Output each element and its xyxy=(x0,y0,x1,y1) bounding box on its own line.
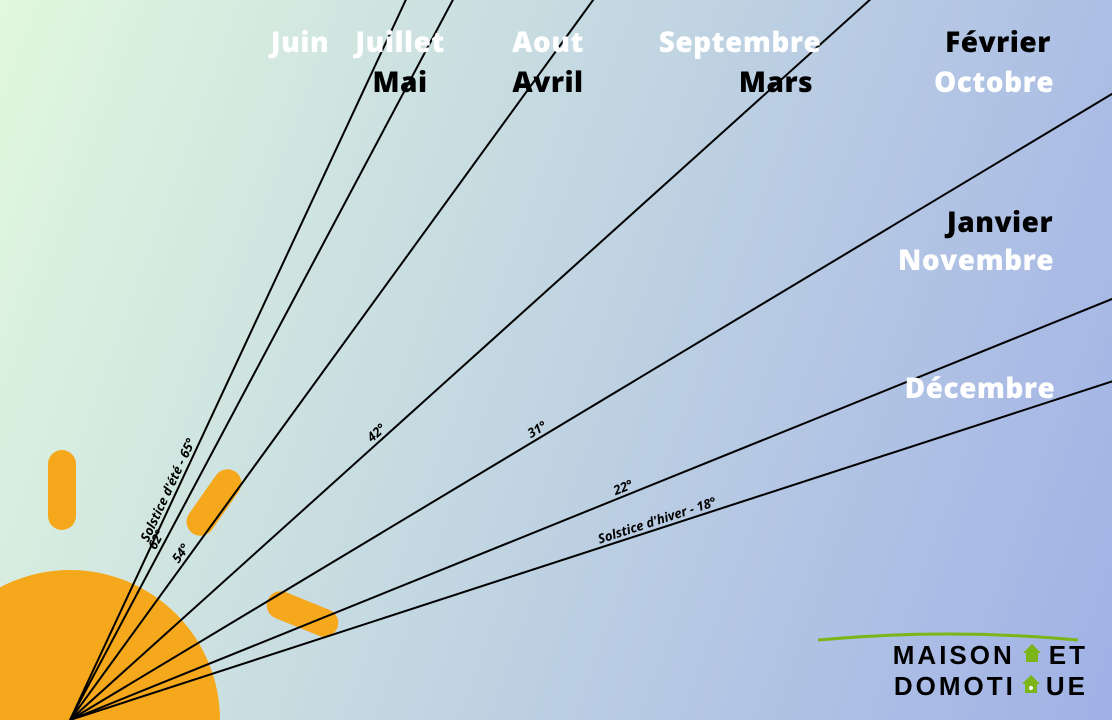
month-label: Mars xyxy=(739,63,813,101)
sun-ray xyxy=(48,450,76,530)
angle-line-label: 31° xyxy=(524,416,551,442)
angle-line-label: 54° xyxy=(167,539,194,566)
sun-ray xyxy=(181,464,247,541)
month-label: Aout xyxy=(512,23,584,61)
diagram-stage: Solstice d'été - 65°62°54°42°31°22°Solst… xyxy=(0,0,1112,720)
month-label: Juillet xyxy=(355,23,445,61)
month-label: Octobre xyxy=(934,63,1054,101)
month-label: Septembre xyxy=(659,23,822,61)
logo-line-2: DOMOTI UE xyxy=(808,671,1088,702)
angle-line-label: 22° xyxy=(609,475,636,500)
logo-text-maison: MAISON xyxy=(893,640,1015,671)
house-icon xyxy=(1021,640,1043,671)
angle-line xyxy=(70,0,1110,720)
month-label: Avril xyxy=(512,63,583,101)
logo-text-domoti: DOMOTI xyxy=(894,671,1016,702)
month-label: Janvier xyxy=(947,203,1053,241)
logo-line-1: MAISON ET xyxy=(808,640,1088,671)
month-label: Décembre xyxy=(905,369,1056,407)
diagram-svg: Solstice d'été - 65°62°54°42°31°22°Solst… xyxy=(0,0,1112,720)
brand-logo: MAISON ET DOMOTI UE xyxy=(808,626,1088,702)
house-icon-2 xyxy=(1020,671,1042,702)
logo-text-ue: UE xyxy=(1046,671,1088,702)
month-label: Novembre xyxy=(898,241,1054,279)
month-label: Mai xyxy=(372,63,427,101)
month-label: Juin xyxy=(271,23,329,61)
logo-text-et: ET xyxy=(1049,640,1088,671)
month-label: Février xyxy=(945,23,1051,61)
angle-line xyxy=(70,0,1112,720)
angle-line-label: 42° xyxy=(362,419,390,447)
angle-line xyxy=(70,0,893,720)
